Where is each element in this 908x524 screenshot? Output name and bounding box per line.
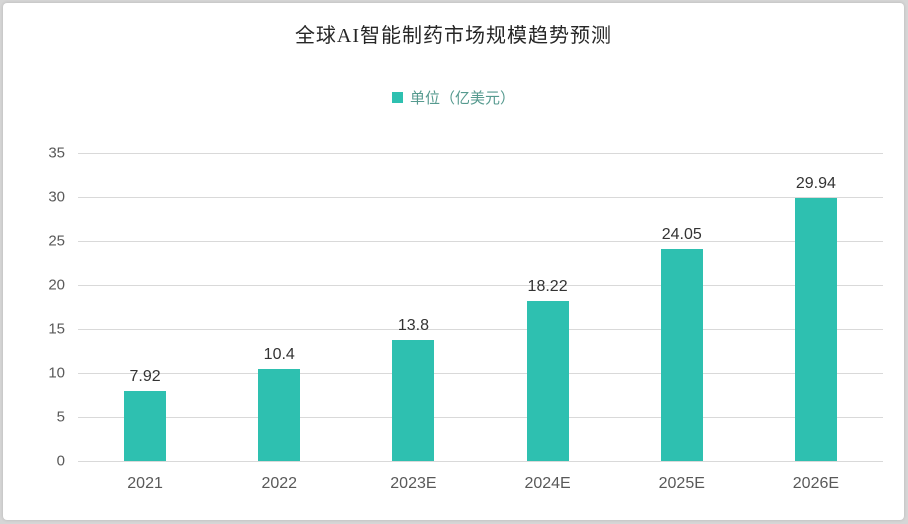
bar-value-label: 13.8 xyxy=(397,316,429,334)
y-axis-tick-label: 15 xyxy=(48,320,65,338)
x-axis-tick-label: 2022 xyxy=(261,475,298,492)
bar xyxy=(660,249,703,461)
chart-title: 全球AI智能制药市场规模趋势预测 xyxy=(294,25,613,47)
bar-column: 29.94 xyxy=(756,153,876,461)
bar-value-label: 29.94 xyxy=(795,174,836,192)
x-axis-tick-label: 2025E xyxy=(658,475,705,492)
y-axis-tick-label: 20 xyxy=(48,276,65,294)
y-axis-tick-label: 0 xyxy=(56,452,65,470)
gridline xyxy=(78,461,883,462)
bar-value-label: 24.05 xyxy=(661,226,702,244)
bar-value-label: 18.22 xyxy=(527,277,568,295)
gridline xyxy=(78,197,883,198)
bar-value-label: 10.4 xyxy=(263,346,295,364)
legend-label: 单位（亿美元） xyxy=(409,90,515,107)
gridline xyxy=(78,241,883,242)
gridline xyxy=(78,285,883,286)
y-axis-tick-label: 10 xyxy=(48,364,65,382)
bar-value-label: 7.92 xyxy=(129,368,161,386)
gridline xyxy=(78,153,883,154)
legend: 单位（亿美元） xyxy=(3,87,904,108)
x-axis-tick-label: 2024E xyxy=(524,475,571,492)
bar xyxy=(794,197,837,461)
bar xyxy=(526,300,569,461)
x-axis-tick-label: 2023E xyxy=(390,475,437,492)
bar-column: 13.8 xyxy=(353,153,473,461)
y-axis-tick-label: 30 xyxy=(48,188,65,206)
bar xyxy=(258,369,301,461)
gridline xyxy=(78,417,883,418)
y-axis-tick-label: 25 xyxy=(48,232,65,250)
chart-card: 全球AI智能制药市场规模趋势预测 单位（亿美元） 0 5 10 15 20 25 30 35 7… xyxy=(3,3,904,520)
bar-column: 18.22 xyxy=(488,153,608,461)
gridline xyxy=(78,329,883,330)
legend-swatch-icon xyxy=(391,92,403,103)
bar-column: 10.4 xyxy=(219,153,339,461)
bar xyxy=(392,339,435,461)
y-axis-tick-label: 35 xyxy=(48,144,65,162)
bar-column: 24.05 xyxy=(622,153,742,461)
plot-area: 0 5 10 15 20 25 30 35 7.92 2021 10.4 2022 13.8 2023E 1… xyxy=(48,145,883,492)
x-axis-tick-label: 2026E xyxy=(792,475,840,492)
bar-column: 7.92 xyxy=(85,153,205,461)
x-axis-tick-label: 2021 xyxy=(127,475,163,492)
bar xyxy=(124,391,167,461)
y-axis-tick-label: 5 xyxy=(56,408,65,426)
gridline xyxy=(78,373,883,374)
